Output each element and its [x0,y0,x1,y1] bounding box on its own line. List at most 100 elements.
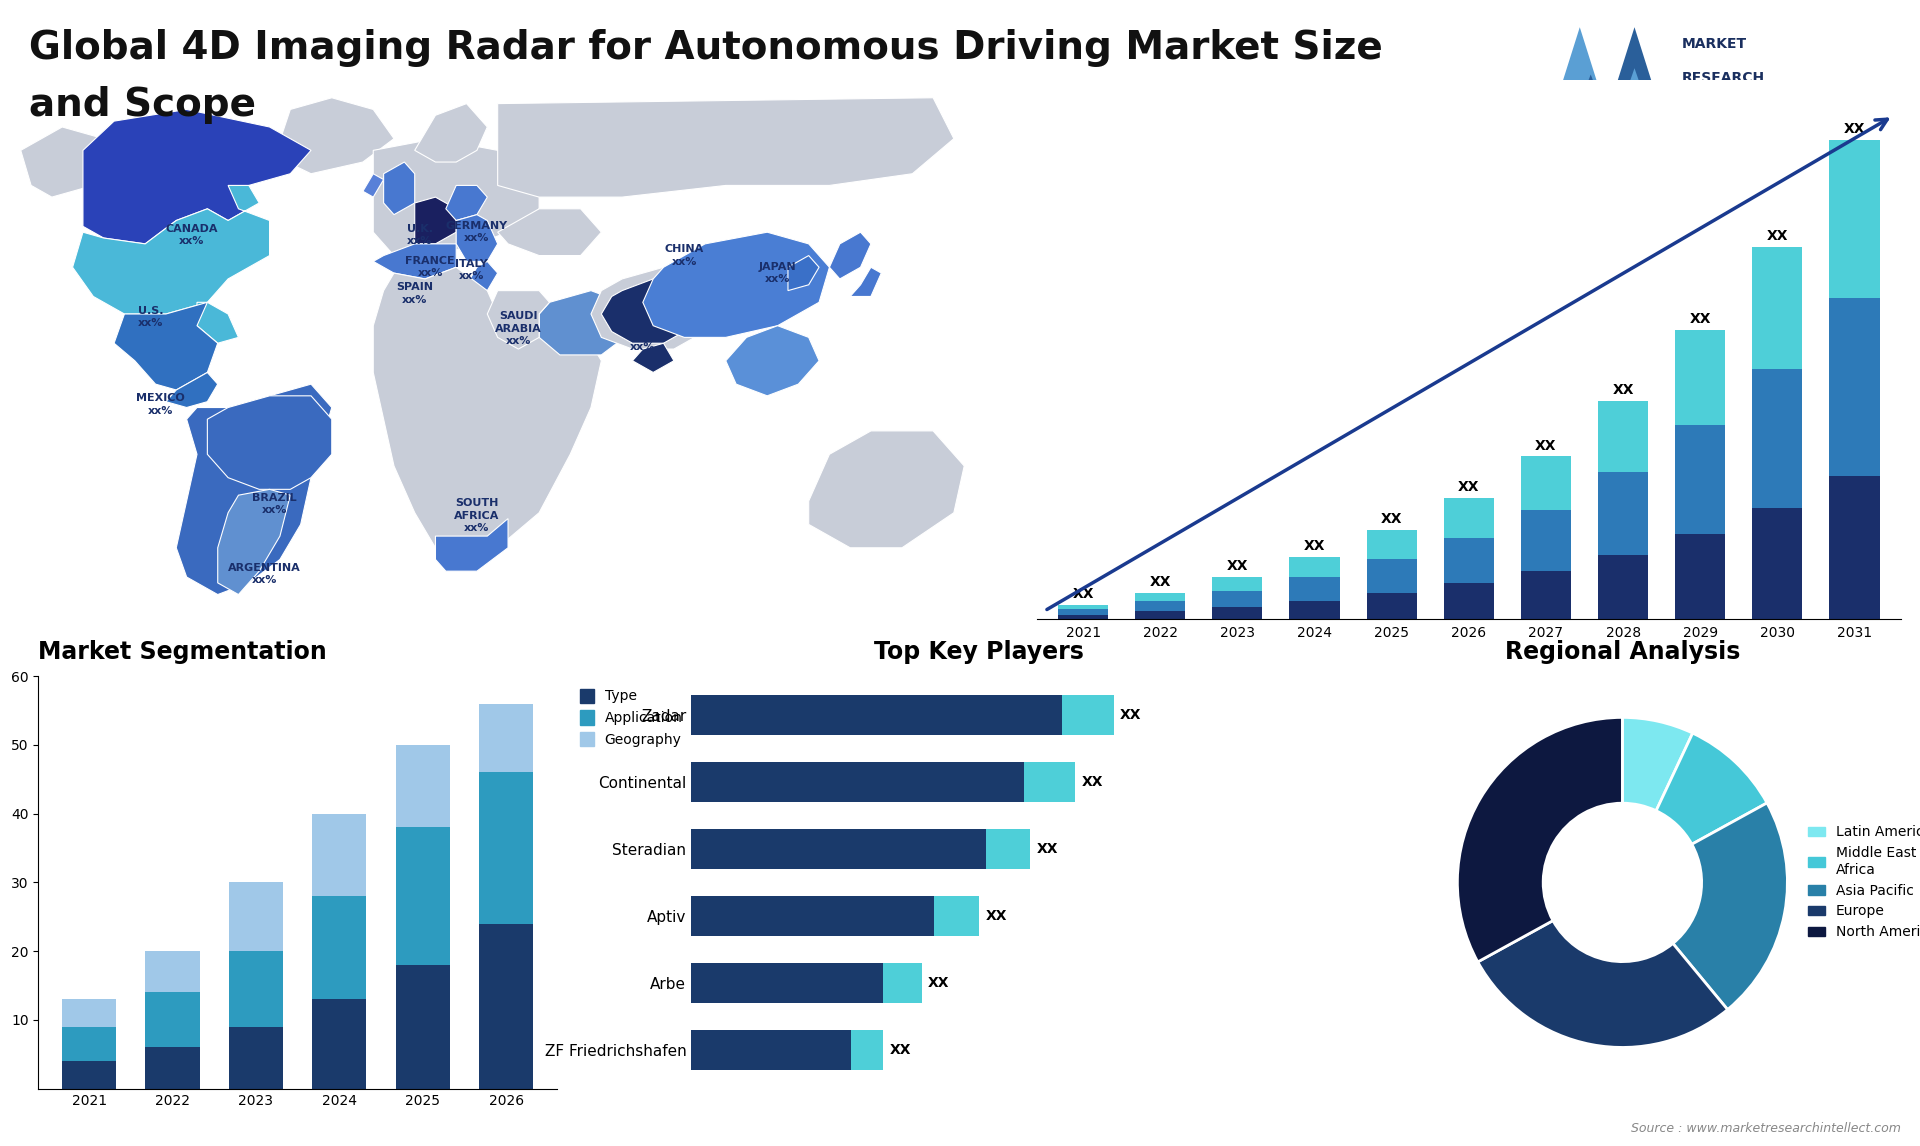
Bar [691,829,985,869]
Text: MEXICO
xx%: MEXICO xx% [136,393,184,416]
Polygon shape [415,197,457,244]
Text: INDIA
xx%: INDIA xx% [626,329,660,352]
Text: XX: XX [1150,575,1171,589]
Polygon shape [601,278,705,344]
Text: XX: XX [1073,587,1094,601]
Polygon shape [207,395,332,489]
Polygon shape [829,233,872,278]
Polygon shape [363,174,384,197]
Polygon shape [165,372,217,408]
Wedge shape [1657,733,1766,845]
Polygon shape [632,344,674,372]
Polygon shape [643,233,829,337]
Bar [396,745,449,827]
Polygon shape [808,431,964,548]
Polygon shape [198,303,238,344]
Text: GERMANY
xx%: GERMANY xx% [445,221,509,243]
Text: Source : www.marketresearchintellect.com: Source : www.marketresearchintellect.com [1630,1122,1901,1135]
Text: U.K.
xx%: U.K. xx% [407,223,432,246]
Bar [1135,594,1185,601]
Bar [1753,508,1803,619]
Bar [1597,556,1647,619]
Polygon shape [457,214,497,261]
Bar [1212,607,1263,619]
Bar [1212,591,1263,607]
Bar [1062,694,1114,735]
Text: and Scope: and Scope [29,86,255,124]
Polygon shape [445,186,488,220]
Text: CANADA
xx%: CANADA xx% [165,223,219,246]
Bar [478,772,534,924]
Bar [313,814,367,896]
Text: XX: XX [1536,439,1557,453]
Text: XX: XX [927,976,950,990]
Text: XX: XX [1227,559,1248,573]
Bar [1830,140,1880,298]
Text: INTELLECT: INTELLECT [1682,107,1757,120]
Wedge shape [1672,803,1788,1010]
Text: XX: XX [1037,842,1058,856]
Bar [1753,246,1803,369]
Bar [691,963,883,1003]
Text: XX: XX [985,909,1008,923]
Text: XX: XX [1766,228,1788,243]
Text: XX: XX [1843,121,1864,135]
Bar [228,1027,282,1089]
Text: SPAIN
xx%: SPAIN xx% [396,282,434,305]
Bar [1290,557,1340,578]
Polygon shape [497,97,954,197]
Polygon shape [1548,28,1613,131]
Bar [883,963,922,1003]
Text: Market Segmentation: Market Segmentation [38,641,326,665]
Polygon shape [467,261,497,291]
Polygon shape [113,303,217,390]
Bar [61,1061,117,1089]
Bar [1290,601,1340,619]
Polygon shape [488,291,549,350]
Text: SOUTH
AFRICA
xx%: SOUTH AFRICA xx% [455,499,499,533]
Bar [691,1030,851,1070]
Bar [1597,401,1647,472]
Wedge shape [1457,717,1622,961]
Bar [1058,615,1108,619]
Bar [1444,499,1494,537]
Bar [1058,609,1108,615]
Polygon shape [1569,74,1613,131]
Bar [1674,534,1726,619]
Polygon shape [787,256,820,291]
Bar [1521,510,1571,572]
Text: U.S.
xx%: U.S. xx% [138,306,163,328]
Polygon shape [436,518,509,571]
Bar [1444,537,1494,583]
Bar [1830,298,1880,477]
Polygon shape [83,109,311,244]
Bar [1674,425,1726,534]
Polygon shape [73,186,269,314]
Polygon shape [851,267,881,297]
Polygon shape [726,325,820,395]
Polygon shape [275,97,394,174]
Bar [1058,605,1108,609]
Bar [61,1027,117,1061]
Bar [1367,529,1417,559]
Bar [396,827,449,965]
Bar [851,1030,883,1070]
Text: XX: XX [1304,540,1325,554]
Text: RESEARCH: RESEARCH [1682,71,1764,85]
Bar [478,924,534,1089]
Bar [935,896,979,936]
Bar [146,1047,200,1089]
Polygon shape [217,489,290,595]
Text: ITALY
xx%: ITALY xx% [455,259,488,282]
Text: XX: XX [1690,312,1711,325]
Bar [313,999,367,1089]
Bar [1597,472,1647,556]
Bar [396,965,449,1089]
Bar [61,999,117,1027]
Bar [1753,369,1803,508]
Bar [228,882,282,951]
Polygon shape [384,162,415,214]
Text: JAPAN
xx%: JAPAN xx% [758,262,797,284]
Polygon shape [177,384,332,595]
Title: Regional Analysis: Regional Analysis [1505,641,1740,665]
